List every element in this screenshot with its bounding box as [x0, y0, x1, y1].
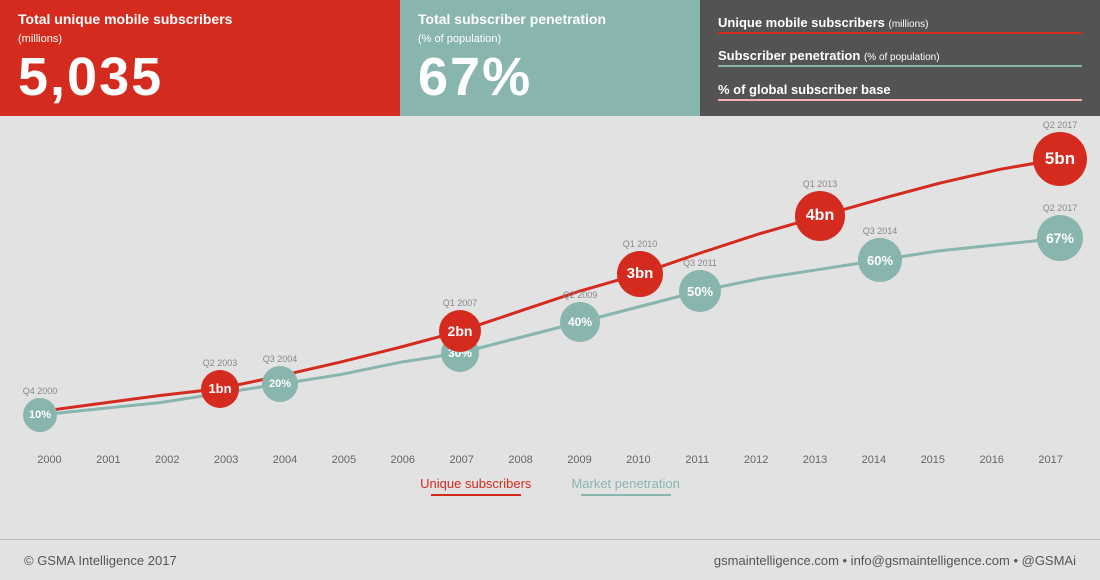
legend-row: Unique mobile subscribers (millions)	[718, 15, 1082, 34]
chart-legend-label: Unique subscribers	[420, 476, 531, 491]
marker-caption: Q3 2011	[683, 258, 717, 268]
x-axis: 2000200120022003200420052006200720082009…	[20, 454, 1080, 466]
marker-subscribers: 4bn	[795, 191, 845, 241]
x-tick: 2000	[20, 454, 79, 466]
x-tick: 2011	[668, 454, 727, 466]
header-legend: Unique mobile subscribers (millions) Subs…	[700, 0, 1100, 116]
marker-caption: Q1 2013	[803, 179, 838, 189]
x-tick: 2013	[786, 454, 845, 466]
legend-sublabel: (millions)	[889, 19, 929, 30]
marker-penetration: 67%	[1037, 215, 1083, 261]
chart-legend: Unique subscribers Market penetration	[20, 476, 1080, 496]
chart-legend-line	[431, 494, 521, 496]
footer-contact: gsmaintelligence.com • info@gsmaintellig…	[714, 553, 1076, 568]
marker-caption: Q2 2017	[1043, 203, 1078, 213]
marker-subscribers: 1bn	[201, 370, 239, 408]
x-tick: 2017	[1021, 454, 1080, 466]
x-tick: 2002	[138, 454, 197, 466]
marker-caption: Q2 2003	[203, 358, 238, 368]
legend-label: Unique mobile subscribers	[718, 15, 885, 30]
chart-area: Q4 200010%Q3 200420%Q1 200730%Q2 200940%…	[20, 126, 1080, 506]
marker-penetration: 20%	[262, 366, 298, 402]
footer-copyright: © GSMA Intelligence 2017	[24, 553, 177, 568]
stat-title: Total unique mobile subscribers	[18, 11, 232, 27]
infographic: Total unique mobile subscribers (millions…	[0, 0, 1100, 580]
stat-subtitle: (millions)	[18, 33, 62, 45]
stat-value: 67%	[418, 50, 682, 104]
marker-penetration: 10%	[23, 398, 57, 432]
marker-penetration: 60%	[858, 238, 902, 282]
x-tick: 2015	[903, 454, 962, 466]
legend-label: % of global subscriber base	[718, 82, 891, 97]
x-tick: 2001	[79, 454, 138, 466]
legend-row: % of global subscriber base	[718, 82, 1082, 101]
chart-legend-item: Unique subscribers	[420, 476, 531, 496]
penetration-line	[40, 238, 1060, 415]
x-tick: 2006	[373, 454, 432, 466]
x-tick: 2014	[844, 454, 903, 466]
marker-caption: Q4 2000	[23, 386, 58, 396]
chart-svg	[20, 126, 1080, 506]
x-tick: 2004	[256, 454, 315, 466]
marker-penetration: 40%	[560, 302, 600, 342]
marker-caption: Q3 2014	[863, 226, 898, 236]
x-tick: 2012	[727, 454, 786, 466]
marker-caption: Q2 2009	[563, 290, 598, 300]
marker-subscribers: 2bn	[439, 310, 481, 352]
marker-caption: Q1 2007	[443, 298, 478, 308]
x-tick: 2016	[962, 454, 1021, 466]
legend-line	[718, 99, 1082, 101]
stat-title: Total subscriber penetration	[418, 11, 606, 27]
x-tick: 2003	[197, 454, 256, 466]
marker-caption: Q3 2004	[263, 354, 298, 364]
x-tick: 2005	[314, 454, 373, 466]
legend-row: Subscriber penetration (% of population)	[718, 48, 1082, 67]
legend-line	[718, 65, 1082, 67]
marker-caption: Q2 2017	[1043, 120, 1078, 130]
stat-subtitle: (% of population)	[418, 33, 501, 45]
footer: © GSMA Intelligence 2017 gsmaintelligenc…	[0, 539, 1100, 580]
marker-penetration: 50%	[679, 270, 721, 312]
chart-legend-label: Market penetration	[571, 476, 679, 491]
legend-line	[718, 32, 1082, 34]
legend-sublabel: (% of population)	[864, 52, 940, 63]
x-tick: 2009	[550, 454, 609, 466]
x-tick: 2008	[491, 454, 550, 466]
stat-box-subscribers: Total unique mobile subscribers (millions…	[0, 0, 400, 116]
marker-caption: Q1 2010	[623, 239, 658, 249]
x-tick: 2010	[609, 454, 668, 466]
header: Total unique mobile subscribers (millions…	[0, 0, 1100, 116]
chart-legend-item: Market penetration	[571, 476, 679, 496]
legend-label: Subscriber penetration	[718, 48, 860, 63]
marker-subscribers: 3bn	[617, 251, 663, 297]
subscribers-line	[40, 159, 1060, 412]
stat-box-penetration: Total subscriber penetration (% of popula…	[400, 0, 700, 116]
stat-value: 5,035	[18, 50, 382, 104]
x-tick: 2007	[432, 454, 491, 466]
chart-legend-line	[581, 494, 671, 496]
marker-subscribers: 5bn	[1033, 132, 1087, 186]
